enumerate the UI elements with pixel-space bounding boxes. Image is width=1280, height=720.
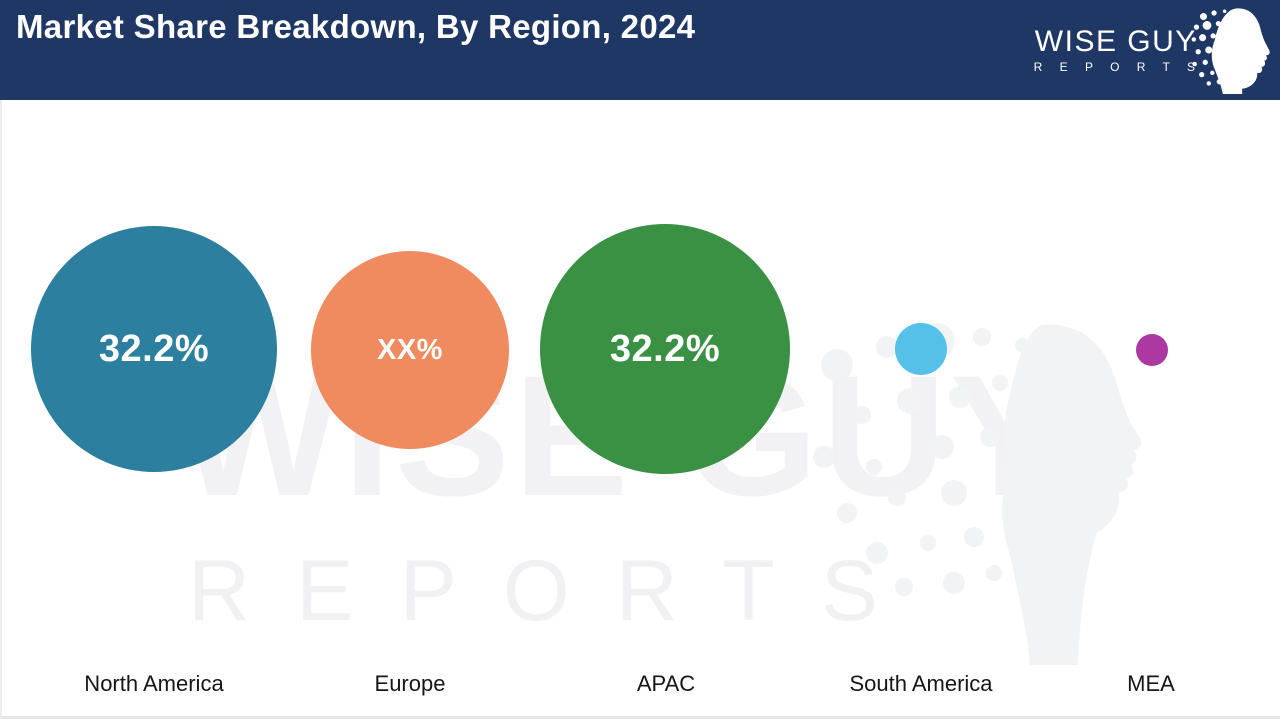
bubble-north-america: 32.2%	[31, 226, 277, 472]
bubble-mea	[1136, 334, 1168, 366]
category-label-north-america: North America	[84, 671, 224, 696]
category-label-apac: APAC	[636, 671, 696, 696]
logo-wordmark: WISE GUY	[1034, 25, 1197, 59]
bubble-europe: XX%	[311, 251, 509, 449]
bubble-apac: 32.2%	[540, 224, 790, 474]
bubble-value-europe: XX%	[377, 333, 443, 366]
logo-reports-text: R E P O R T S	[1033, 59, 1202, 74]
category-label-europe: Europe	[374, 671, 446, 696]
bubble-value-apac: 32.2%	[609, 327, 721, 370]
category-label-mea: MEA	[1127, 671, 1175, 696]
watermark-reports-text: REPORTS	[188, 543, 925, 639]
logo-head-icon	[1191, 8, 1270, 94]
page-title: Market Share Breakdown, By Region, 2024	[16, 8, 696, 45]
category-label-south-america: South America	[849, 671, 993, 696]
header-bar: Market Share Breakdown, By Region, 2024 …	[0, 0, 1280, 100]
bubble-value-north-america: 32.2%	[98, 327, 210, 370]
logo-text-block: WISE GUY R E P O R T S	[1030, 26, 1202, 74]
brand-logo: WISE GUY R E P O R T S	[1030, 6, 1270, 94]
watermark-head-icon	[813, 323, 1142, 665]
bubble-south-america	[895, 323, 947, 375]
